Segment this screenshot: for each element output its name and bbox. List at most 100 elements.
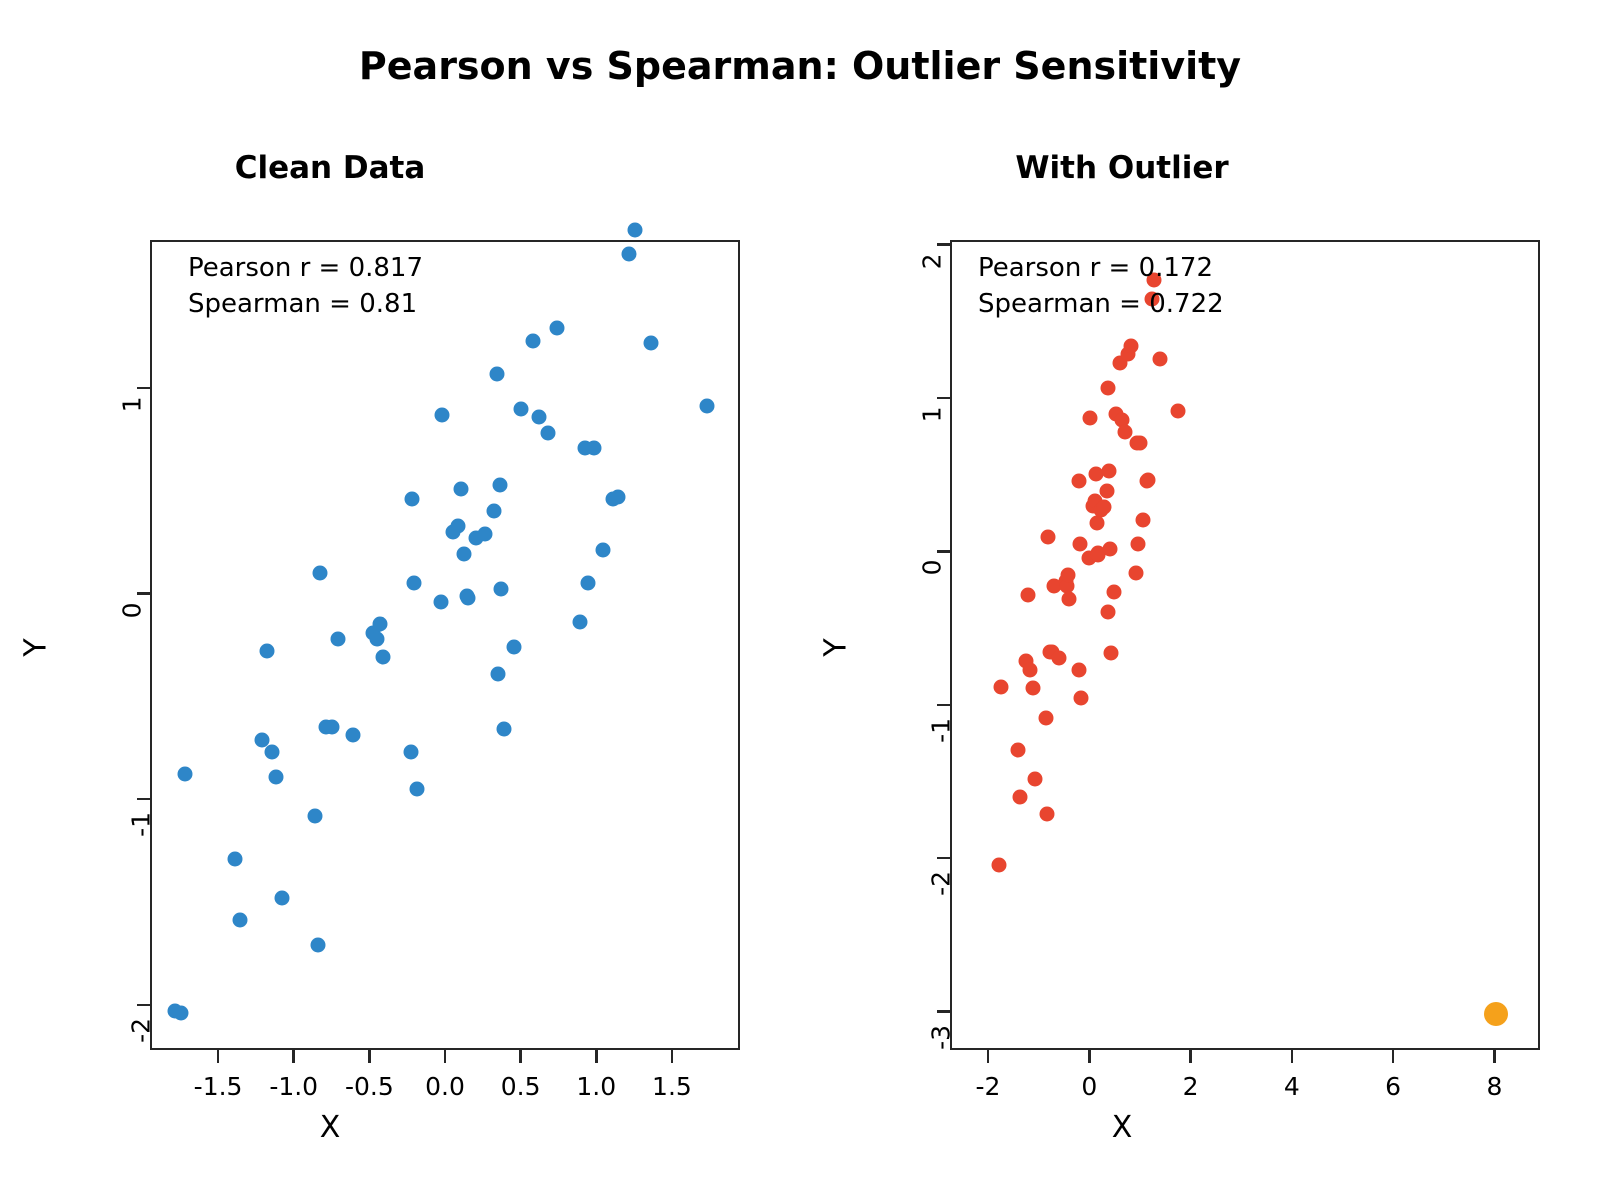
data-point xyxy=(1071,662,1087,678)
data-point xyxy=(307,808,323,824)
panel-title-clean-data: Clean Data xyxy=(234,150,426,186)
data-point xyxy=(460,590,476,606)
y-tick-mark xyxy=(137,1003,150,1007)
y-tick-mark xyxy=(937,1010,950,1013)
data-point xyxy=(312,565,328,581)
data-point xyxy=(1146,272,1162,288)
data-point xyxy=(345,727,361,743)
data-point xyxy=(453,481,469,497)
data-point xyxy=(490,666,506,682)
data-point xyxy=(409,781,425,797)
x-tick-mark xyxy=(216,1050,220,1063)
y-tick-mark xyxy=(937,396,950,400)
data-point xyxy=(506,639,522,655)
data-point xyxy=(477,526,493,542)
y-tick-label: -2 xyxy=(926,871,956,897)
figure-title: Pearson vs Spearman: Outlier Sensitivity xyxy=(358,44,1242,88)
x-tick-label: 6 xyxy=(1385,1072,1402,1101)
data-point xyxy=(1039,806,1055,822)
data-point xyxy=(1128,565,1144,581)
x-tick-mark xyxy=(1088,1050,1091,1063)
y-tick-mark xyxy=(137,592,150,595)
x-tick-label: 1.0 xyxy=(576,1072,617,1101)
x-tick-label: 1.5 xyxy=(652,1072,692,1101)
x-tick-label: 0.5 xyxy=(500,1072,541,1101)
data-point xyxy=(627,222,643,238)
data-point xyxy=(254,732,270,747)
x-axis-label-with-outlier: X xyxy=(1111,1110,1133,1145)
data-point xyxy=(595,542,611,558)
x-tick-mark xyxy=(368,1050,371,1063)
data-point xyxy=(1101,463,1117,479)
data-point xyxy=(1152,351,1168,367)
data-point xyxy=(1100,604,1116,620)
y-tick-label: -3 xyxy=(926,1024,956,1050)
data-point xyxy=(525,333,541,349)
data-point xyxy=(991,857,1007,873)
data-point xyxy=(1089,515,1105,531)
data-point xyxy=(1010,742,1026,758)
x-tick-label: 4 xyxy=(1283,1072,1300,1101)
data-point xyxy=(227,851,243,867)
data-point xyxy=(232,912,248,928)
data-point xyxy=(433,594,449,610)
data-point xyxy=(1130,536,1146,552)
data-point xyxy=(330,631,346,647)
data-point xyxy=(264,744,279,760)
y-axis-label-with-outlier: Y xyxy=(818,638,854,657)
x-tick-mark xyxy=(670,1050,674,1063)
data-point xyxy=(259,643,275,659)
outlier-data-point xyxy=(1484,1001,1509,1026)
plot-area-clean-data[interactable] xyxy=(150,222,740,1050)
data-point xyxy=(1100,380,1116,396)
data-point xyxy=(177,766,193,782)
x-tick-mark xyxy=(1290,1050,1294,1063)
data-point xyxy=(1051,650,1067,666)
data-point xyxy=(1025,680,1041,696)
data-point xyxy=(1132,435,1148,451)
data-point xyxy=(993,679,1009,695)
x-tick-label: 8 xyxy=(1486,1072,1503,1101)
panel-title-with-outlier: With Outlier xyxy=(1015,150,1229,186)
data-point xyxy=(1060,567,1076,583)
x-tick-mark xyxy=(986,1050,990,1063)
data-point xyxy=(486,503,502,519)
panel-clean-data: Clean Data -1.5 -1.0 -0.5 0.0 0.5 1.0 1.5 1 0 -1 -… xyxy=(0,150,800,1200)
y-tick-mark xyxy=(937,243,950,246)
data-point xyxy=(406,575,422,591)
data-point xyxy=(1040,529,1056,545)
y-tick-mark xyxy=(937,856,950,860)
y-tick-label: 1 xyxy=(917,406,947,423)
data-point xyxy=(492,477,508,493)
y-tick-label: -1 xyxy=(126,812,156,838)
data-point xyxy=(372,616,388,632)
panel-with-outlier: With Outlier -2 0 2 4 6 8 2 1 0 -1 -2 -3 X Y Pearso… xyxy=(800,150,1600,1200)
data-point xyxy=(513,401,529,417)
y-tick-mark xyxy=(137,386,150,390)
data-point xyxy=(489,366,505,382)
data-point xyxy=(580,575,596,591)
plot-area-with-outlier[interactable] xyxy=(950,240,1540,1050)
data-point xyxy=(1088,466,1104,482)
data-point xyxy=(1061,591,1077,607)
data-point xyxy=(1073,690,1089,706)
data-point xyxy=(540,425,556,441)
data-point xyxy=(403,744,419,760)
data-point xyxy=(1038,710,1054,726)
y-tick-label: -1 xyxy=(926,717,956,743)
data-point xyxy=(310,937,326,953)
x-axis-label-clean-data: X xyxy=(319,1110,341,1145)
data-point xyxy=(621,246,637,262)
data-point xyxy=(699,398,715,414)
x-tick-mark xyxy=(519,1050,522,1063)
y-tick-label: -2 xyxy=(126,1017,156,1043)
x-tick-label: 2 xyxy=(1182,1072,1199,1101)
y-axis-label-clean-data: Y xyxy=(18,638,54,657)
data-point xyxy=(1071,473,1087,489)
data-point xyxy=(1012,789,1028,805)
x-tick-label: 0 xyxy=(1081,1072,1098,1101)
data-point xyxy=(375,649,391,665)
y-tick-mark xyxy=(137,797,150,801)
data-point xyxy=(173,1005,189,1021)
x-tick-mark xyxy=(1391,1050,1395,1063)
